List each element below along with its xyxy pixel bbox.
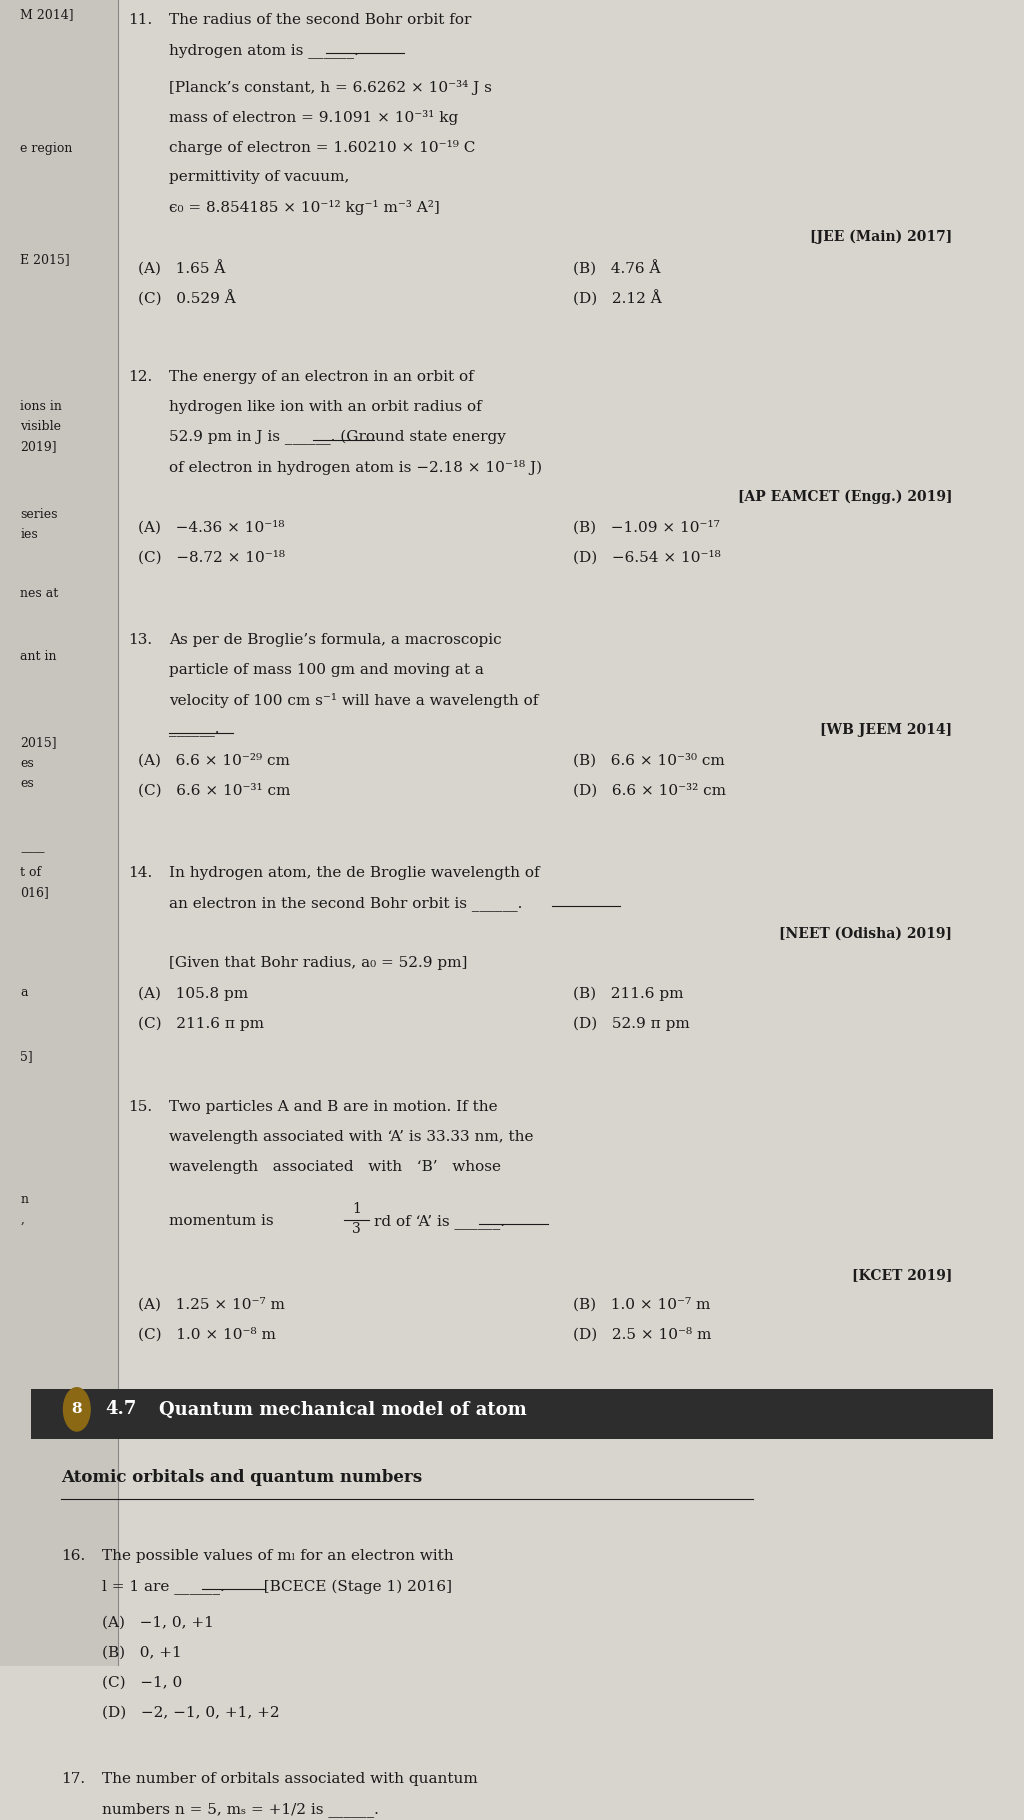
- FancyBboxPatch shape: [0, 0, 118, 1667]
- Text: 13.: 13.: [128, 633, 153, 648]
- Text: (B)   −1.09 × 10⁻¹⁷: (B) −1.09 × 10⁻¹⁷: [573, 521, 720, 535]
- Text: [WB JEEM 2014]: [WB JEEM 2014]: [820, 723, 952, 737]
- Text: Atomic orbitals and quantum numbers: Atomic orbitals and quantum numbers: [61, 1469, 423, 1487]
- Text: (B)   1.0 × 10⁻⁷ m: (B) 1.0 × 10⁻⁷ m: [573, 1298, 711, 1312]
- Text: (A)   1.65 Å: (A) 1.65 Å: [138, 260, 225, 277]
- Text: 12.: 12.: [128, 369, 153, 384]
- Text: (D)   2.12 Å: (D) 2.12 Å: [573, 289, 663, 306]
- Text: ϵ₀ = 8.854185 × 10⁻¹² kg⁻¹ m⁻³ A²]: ϵ₀ = 8.854185 × 10⁻¹² kg⁻¹ m⁻³ A²]: [169, 200, 439, 215]
- Text: [KCET 2019]: [KCET 2019]: [852, 1269, 952, 1281]
- Text: ions in: ions in: [20, 400, 62, 413]
- Text: ant in: ant in: [20, 650, 57, 662]
- Text: [Given that Bohr radius, a₀ = 52.9 pm]: [Given that Bohr radius, a₀ = 52.9 pm]: [169, 957, 467, 970]
- Text: (D)   2.5 × 10⁻⁸ m: (D) 2.5 × 10⁻⁸ m: [573, 1329, 712, 1341]
- Text: (A)   1.25 × 10⁻⁷ m: (A) 1.25 × 10⁻⁷ m: [138, 1298, 285, 1312]
- Text: The number of orbitals associated with quantum: The number of orbitals associated with q…: [102, 1773, 478, 1785]
- Text: e region: e region: [20, 142, 73, 155]
- Text: 016]: 016]: [20, 886, 49, 899]
- Text: hydrogen like ion with an orbit radius of: hydrogen like ion with an orbit radius o…: [169, 400, 481, 413]
- Text: velocity of 100 cm s⁻¹ will have a wavelength of: velocity of 100 cm s⁻¹ will have a wavel…: [169, 693, 539, 708]
- Text: 2019]: 2019]: [20, 440, 57, 453]
- Text: permittivity of vacuum,: permittivity of vacuum,: [169, 169, 349, 184]
- Text: ies: ies: [20, 528, 38, 541]
- Text: 14.: 14.: [128, 866, 153, 881]
- Text: Quantum mechanical model of atom: Quantum mechanical model of atom: [159, 1400, 526, 1418]
- Text: (A)   105.8 pm: (A) 105.8 pm: [138, 986, 249, 1001]
- Text: charge of electron = 1.60210 × 10⁻¹⁹ C: charge of electron = 1.60210 × 10⁻¹⁹ C: [169, 140, 475, 155]
- FancyBboxPatch shape: [31, 1389, 993, 1440]
- Text: (C)   −1, 0: (C) −1, 0: [102, 1674, 182, 1689]
- Text: ,: ,: [20, 1214, 25, 1227]
- Text: es: es: [20, 777, 34, 790]
- Circle shape: [63, 1387, 90, 1431]
- Text: n: n: [20, 1194, 29, 1207]
- Text: 2015]: 2015]: [20, 737, 57, 750]
- Text: l = 1 are ______.        [BCECE (Stage 1) 2016]: l = 1 are ______. [BCECE (Stage 1) 2016]: [102, 1580, 453, 1594]
- Text: (A)   −4.36 × 10⁻¹⁸: (A) −4.36 × 10⁻¹⁸: [138, 521, 285, 535]
- Text: [NEET (Odisha) 2019]: [NEET (Odisha) 2019]: [779, 926, 952, 941]
- Text: E 2015]: E 2015]: [20, 253, 71, 266]
- Text: (B)   211.6 pm: (B) 211.6 pm: [573, 986, 684, 1001]
- Text: M 2014]: M 2014]: [20, 9, 74, 22]
- Text: nes at: nes at: [20, 586, 58, 599]
- Text: (C)   −8.72 × 10⁻¹⁸: (C) −8.72 × 10⁻¹⁸: [138, 550, 286, 564]
- Text: Two particles A and B are in motion. If the: Two particles A and B are in motion. If …: [169, 1099, 498, 1114]
- Text: [Planck’s constant, h = 6.6262 × 10⁻³⁴ J s: [Planck’s constant, h = 6.6262 × 10⁻³⁴ J…: [169, 80, 492, 95]
- Text: 1: 1: [352, 1201, 360, 1216]
- Text: (B)   0, +1: (B) 0, +1: [102, 1645, 182, 1660]
- Text: As per de Broglie’s formula, a macroscopic: As per de Broglie’s formula, a macroscop…: [169, 633, 502, 648]
- Text: 3: 3: [352, 1221, 360, 1236]
- Text: t of: t of: [20, 866, 42, 879]
- Text: The radius of the second Bohr orbit for: The radius of the second Bohr orbit for: [169, 13, 471, 27]
- Text: (B)   6.6 × 10⁻³⁰ cm: (B) 6.6 × 10⁻³⁰ cm: [573, 753, 725, 768]
- Text: [AP EAMCET (Engg.) 2019]: [AP EAMCET (Engg.) 2019]: [738, 490, 952, 504]
- Text: The possible values of mₗ for an electron with: The possible values of mₗ for an electro…: [102, 1549, 454, 1563]
- Text: (D)   −2, −1, 0, +1, +2: (D) −2, −1, 0, +1, +2: [102, 1705, 280, 1720]
- Text: (D)   52.9 π pm: (D) 52.9 π pm: [573, 1016, 690, 1030]
- Text: [JEE (Main) 2017]: [JEE (Main) 2017]: [810, 229, 952, 244]
- Text: 52.9 pm in J is ______. (Ground state energy: 52.9 pm in J is ______. (Ground state en…: [169, 430, 506, 446]
- Text: 15.: 15.: [128, 1099, 153, 1114]
- Text: ______.: ______.: [169, 723, 219, 737]
- Text: ——: ——: [20, 846, 45, 859]
- Text: particle of mass 100 gm and moving at a: particle of mass 100 gm and moving at a: [169, 662, 483, 677]
- Text: (C)   211.6 π pm: (C) 211.6 π pm: [138, 1016, 264, 1030]
- Text: an electron in the second Bohr orbit is ______.: an electron in the second Bohr orbit is …: [169, 897, 522, 912]
- Text: hydrogen atom is ______.: hydrogen atom is ______.: [169, 44, 358, 58]
- Text: es: es: [20, 757, 34, 770]
- Text: wavelength associated with ‘A’ is 33.33 nm, the: wavelength associated with ‘A’ is 33.33 …: [169, 1130, 534, 1143]
- Text: wavelength   associated   with   ‘B’   whose: wavelength associated with ‘B’ whose: [169, 1159, 501, 1174]
- Text: (C)   0.529 Å: (C) 0.529 Å: [138, 289, 236, 306]
- Text: (A)   6.6 × 10⁻²⁹ cm: (A) 6.6 × 10⁻²⁹ cm: [138, 753, 290, 768]
- Text: numbers n = 5, mₛ = +1/2 is ______.: numbers n = 5, mₛ = +1/2 is ______.: [102, 1802, 379, 1816]
- Text: 17.: 17.: [61, 1773, 86, 1785]
- Text: 11.: 11.: [128, 13, 153, 27]
- Text: (B)   4.76 Å: (B) 4.76 Å: [573, 260, 660, 277]
- Text: 4.7: 4.7: [105, 1400, 137, 1418]
- Text: (D)   −6.54 × 10⁻¹⁸: (D) −6.54 × 10⁻¹⁸: [573, 550, 721, 564]
- Text: 8: 8: [72, 1403, 82, 1416]
- Text: (C)   6.6 × 10⁻³¹ cm: (C) 6.6 × 10⁻³¹ cm: [138, 783, 291, 797]
- Text: a: a: [20, 986, 28, 999]
- Text: rd of ‘A’ is ______.: rd of ‘A’ is ______.: [374, 1214, 505, 1228]
- Text: series: series: [20, 508, 58, 521]
- Text: In hydrogen atom, the de Broglie wavelength of: In hydrogen atom, the de Broglie wavelen…: [169, 866, 540, 881]
- Text: 5]: 5]: [20, 1050, 33, 1063]
- Text: visible: visible: [20, 420, 61, 433]
- Text: 16.: 16.: [61, 1549, 86, 1563]
- Text: (C)   1.0 × 10⁻⁸ m: (C) 1.0 × 10⁻⁸ m: [138, 1329, 276, 1341]
- Text: (A)   −1, 0, +1: (A) −1, 0, +1: [102, 1616, 214, 1629]
- Text: mass of electron = 9.1091 × 10⁻³¹ kg: mass of electron = 9.1091 × 10⁻³¹ kg: [169, 109, 458, 126]
- Text: of electron in hydrogen atom is −2.18 × 10⁻¹⁸ J): of electron in hydrogen atom is −2.18 × …: [169, 460, 542, 475]
- Text: (D)   6.6 × 10⁻³² cm: (D) 6.6 × 10⁻³² cm: [573, 783, 726, 797]
- Text: momentum is: momentum is: [169, 1214, 279, 1228]
- Text: The energy of an electron in an orbit of: The energy of an electron in an orbit of: [169, 369, 474, 384]
